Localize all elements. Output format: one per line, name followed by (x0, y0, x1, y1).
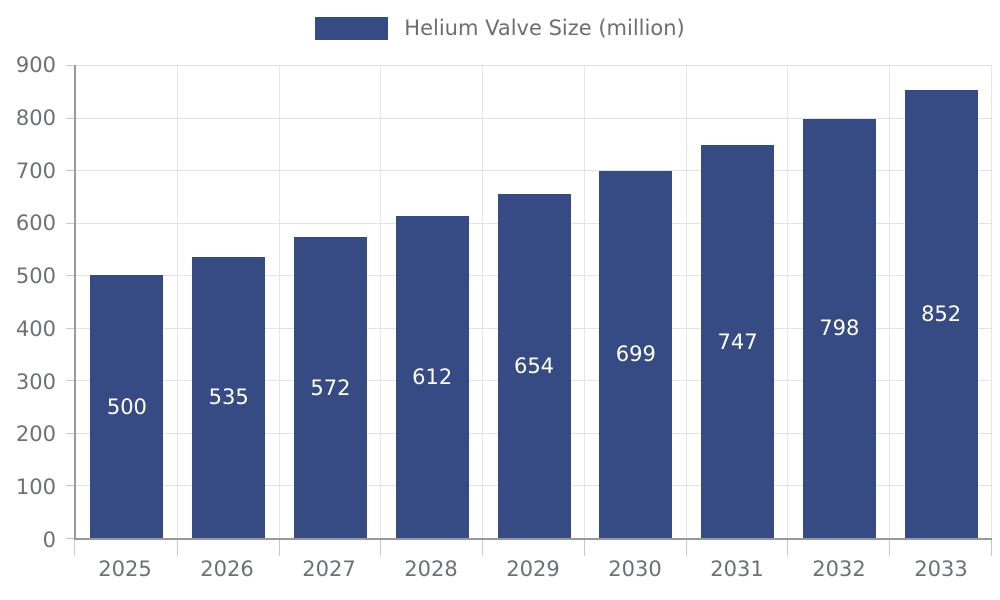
y-axis-tick (66, 327, 74, 329)
x-axis-tick (176, 540, 178, 556)
y-axis-label: 500 (15, 264, 56, 289)
x-axis-tick (583, 540, 585, 556)
gridline-vertical (889, 65, 891, 538)
gridline-vertical (685, 65, 687, 538)
x-axis-label: 2026 (200, 557, 254, 581)
x-axis-tick (380, 540, 382, 556)
gridline-horizontal (76, 65, 992, 66)
gridline-vertical (991, 65, 992, 538)
bar: 852 (904, 90, 978, 538)
x-axis-label: 2029 (506, 557, 560, 581)
x-axis-label: 2027 (302, 557, 356, 581)
gridline-vertical (380, 65, 382, 538)
x-axis-tick (74, 540, 75, 556)
x-axis-tick (685, 540, 687, 556)
y-axis-tick (66, 170, 74, 172)
y-axis-label: 300 (15, 369, 56, 394)
y-axis-label: 800 (15, 105, 56, 130)
y-axis-tick (66, 538, 74, 539)
bar-value-label: 572 (310, 375, 351, 400)
y-axis-labels: 0 100 200 300 400 500 600 700 800 900 (0, 53, 56, 552)
legend-swatch (315, 16, 389, 40)
bar-value-label: 500 (106, 394, 147, 419)
bar-value-label: 699 (615, 342, 656, 367)
y-axis-label: 100 (15, 475, 56, 500)
legend-label: Helium Valve Size (million) (404, 16, 685, 40)
bar: 535 (192, 256, 266, 538)
gridline-vertical (482, 65, 484, 538)
y-axis-label: 600 (15, 211, 56, 236)
y-axis-tick (66, 380, 74, 382)
x-axis-tick (991, 540, 992, 556)
bar-value-label: 747 (717, 329, 758, 354)
gridline-vertical (278, 65, 280, 538)
bar-value-label: 798 (819, 316, 860, 341)
gridline-vertical (583, 65, 585, 538)
y-axis-label: 200 (15, 422, 56, 447)
plot-area: 500 535 572 612 654 699 747 798 852 (66, 65, 992, 556)
y-axis-tick (66, 432, 74, 434)
x-axis-label: 2033 (914, 557, 968, 581)
y-axis-label: 400 (15, 316, 56, 341)
y-axis-label: 700 (15, 158, 56, 183)
bar-value-label: 612 (412, 365, 453, 390)
x-axis-tick (889, 540, 891, 556)
y-axis-tick (66, 117, 74, 119)
gridline-vertical (787, 65, 789, 538)
bar: 612 (395, 216, 469, 538)
x-axis-tick (278, 540, 280, 556)
bar: 699 (599, 170, 673, 538)
y-axis-tick (66, 275, 74, 277)
bar-value-label: 535 (208, 385, 249, 410)
y-axis-tick (66, 222, 74, 224)
gridline-vertical (176, 65, 178, 538)
y-axis-label: 0 (42, 528, 56, 552)
y-axis-tick (66, 65, 74, 66)
y-axis-label: 900 (15, 53, 56, 77)
bar-value-label: 852 (921, 302, 962, 327)
x-axis-label: 2030 (608, 557, 662, 581)
x-axis-label: 2028 (404, 557, 458, 581)
y-axis-tick (66, 485, 74, 487)
x-axis-label: 2031 (710, 557, 764, 581)
x-axis-labels: 2025 2026 2027 2028 2029 2030 2031 2032 2033 (74, 557, 992, 587)
x-axis-label: 2025 (98, 557, 152, 581)
bar: 572 (293, 237, 367, 538)
x-axis-tick (787, 540, 789, 556)
bar: 747 (701, 145, 775, 538)
x-axis-label: 2032 (812, 557, 866, 581)
bar: 654 (497, 194, 571, 538)
gridline-horizontal (76, 117, 992, 119)
x-axis-tick (482, 540, 484, 556)
gridline-horizontal (76, 170, 992, 172)
bar: 500 (90, 275, 164, 538)
legend-item[interactable]: Helium Valve Size (million) (0, 16, 1000, 40)
bar-value-label: 654 (513, 354, 555, 379)
bar: 798 (802, 118, 876, 538)
